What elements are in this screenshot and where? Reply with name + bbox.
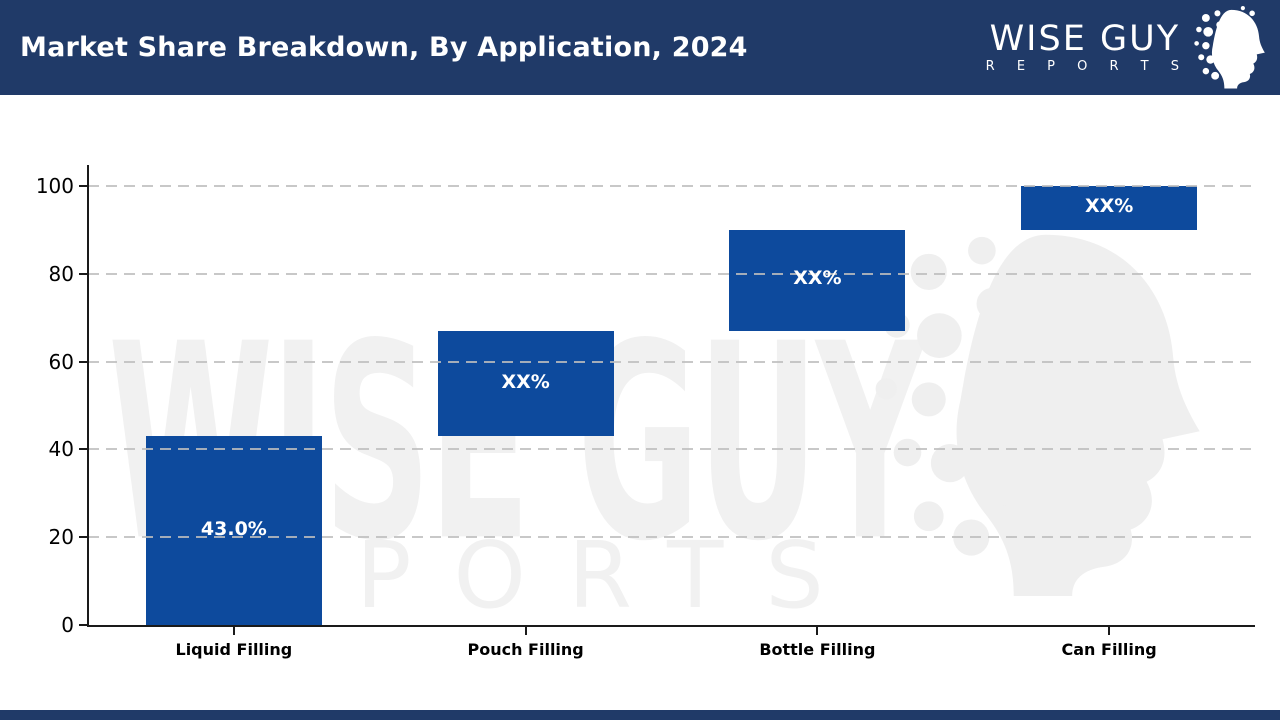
gridline-40: [88, 448, 1255, 451]
y-tick-label-20: 20: [48, 525, 74, 550]
y-tick-20: [79, 536, 87, 539]
bar-label-bottle-filling: XX%: [793, 267, 842, 290]
x-tick-liquid-filling: [232, 627, 235, 635]
watermark-face-icon: [875, 234, 1200, 596]
y-tick-100: [79, 185, 87, 187]
x-axis-label-liquid-filling: Liquid Filling: [175, 640, 293, 659]
footer-bar: [0, 710, 1280, 720]
gridline-20: [88, 536, 1255, 539]
chart-title: Market Share Breakdown, By Application, …: [20, 32, 748, 63]
y-tick-label-100: 100: [35, 174, 74, 198]
x-tick-pouch-filling: [524, 627, 527, 635]
logo-face-icon: [1194, 5, 1265, 88]
x-axis-label-bottle-filling: Bottle Filling: [759, 640, 876, 659]
bar-liquid-filling: [145, 436, 322, 625]
y-tick-0: [79, 624, 87, 626]
y-tick-label-40: 40: [48, 437, 74, 462]
header-bar: Market Share Breakdown, By Application, …: [0, 0, 1280, 95]
logo-wordmark: WISE GUY: [989, 18, 1181, 59]
gridline-60: [88, 360, 1255, 363]
y-tick-40: [79, 448, 87, 451]
y-tick-60: [79, 360, 87, 363]
wiseguy-logo: WISE GUY R E P O R T S: [982, 5, 1266, 90]
x-tick-can-filling: [1108, 627, 1111, 635]
y-axis-line: [87, 165, 89, 627]
bar-label-pouch-filling: XX%: [501, 370, 550, 393]
x-axis-line: [87, 625, 1255, 627]
gridline-100: [88, 185, 1255, 187]
bar-can-filling: [1021, 186, 1198, 230]
bar-label-can-filling: XX%: [1084, 194, 1134, 217]
bar-bottle-filling: [729, 229, 906, 331]
y-tick-label-80: 80: [48, 261, 74, 286]
y-tick-80: [79, 272, 87, 275]
x-axis-label-pouch-filling: Pouch Filling: [467, 640, 584, 659]
x-tick-bottle-filling: [816, 627, 819, 635]
gridline-80: [88, 272, 1255, 275]
bar-pouch-filling: [437, 330, 614, 437]
bar-label-liquid-filling: 43.0%: [200, 517, 267, 540]
y-tick-label-60: 60: [48, 349, 74, 374]
logo-subtext: R E P O R T S: [985, 58, 1188, 74]
x-axis-label-can-filling: Can Filling: [1061, 640, 1157, 659]
y-tick-label-0: 0: [61, 613, 74, 637]
